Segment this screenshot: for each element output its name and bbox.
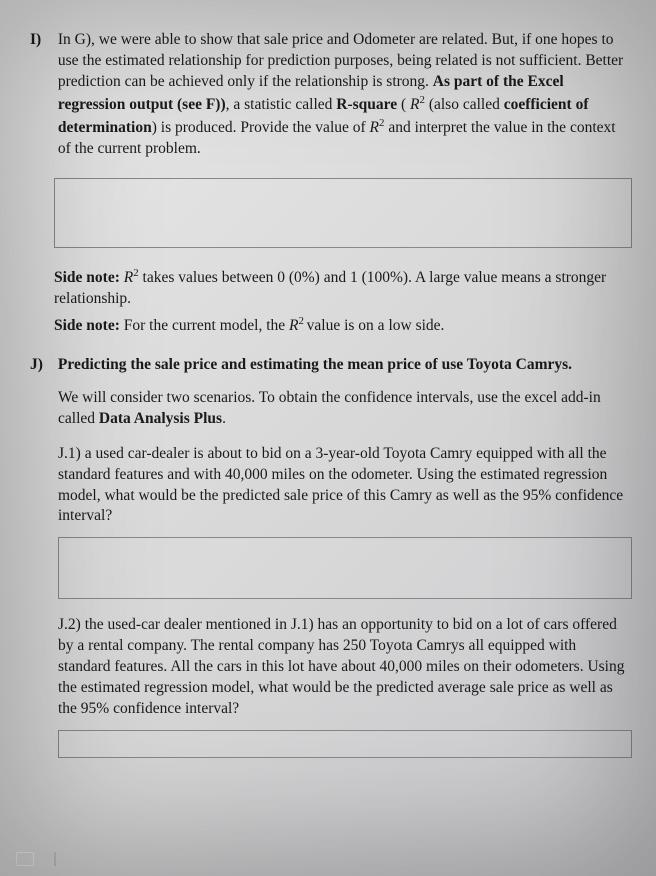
side-note-2-r: R [289,317,298,334]
side-note-1-r: R [124,269,133,286]
section-i-mid-3: (also called [425,96,504,113]
answer-box-i [54,178,632,248]
section-i-mid-4: ) is produced. Provide the value of [152,119,370,136]
j-intro-bold: Data Analysis Plus [99,410,222,427]
side-note-2: Side note: For the current model, the R2… [54,314,632,337]
section-j2-text: J.2) the used-car dealer mentioned in J.… [58,615,632,720]
answer-box-j1 [58,537,632,599]
section-j-intro: We will consider two scenarios. To obtai… [58,388,632,430]
side-notes: Side note: R2 takes values between 0 (0%… [54,266,632,337]
document-page: I) In G), we were able to show that sale… [30,30,632,758]
device-chrome [16,852,64,866]
section-j1-text: J.1) a used car-dealer is about to bid o… [58,444,632,528]
side-note-2-label: Side note: [54,317,120,334]
side-note-1-label: Side note: [54,269,120,286]
side-note-1: Side note: R2 takes values between 0 (0%… [54,266,632,310]
r-squared-symbol-2: R [370,119,379,136]
section-i-bold-2: R-square [336,96,397,113]
section-j-label: J) [30,355,54,376]
device-icon-1 [16,852,34,866]
side-note-2-sup: 2 [299,315,307,327]
answer-box-j2 [58,730,632,758]
section-i-mid-2: ( [397,96,410,113]
r-squared-symbol-1: R [410,96,419,113]
section-j-title: Predicting the sale price and estimating… [58,355,632,376]
section-i-mid-1: , a statistic called [226,96,337,113]
section-i: I) In G), we were able to show that sale… [30,30,632,160]
section-j-header: J) Predicting the sale price and estimat… [30,355,632,376]
j-intro-b: . [222,410,226,427]
section-i-label: I) [30,30,54,51]
side-note-2-a: For the current model, the [120,317,289,334]
side-note-2-b: value is on a low side. [307,317,445,334]
device-icon-2 [54,852,64,866]
section-i-content: In G), we were able to show that sale pr… [58,30,632,160]
